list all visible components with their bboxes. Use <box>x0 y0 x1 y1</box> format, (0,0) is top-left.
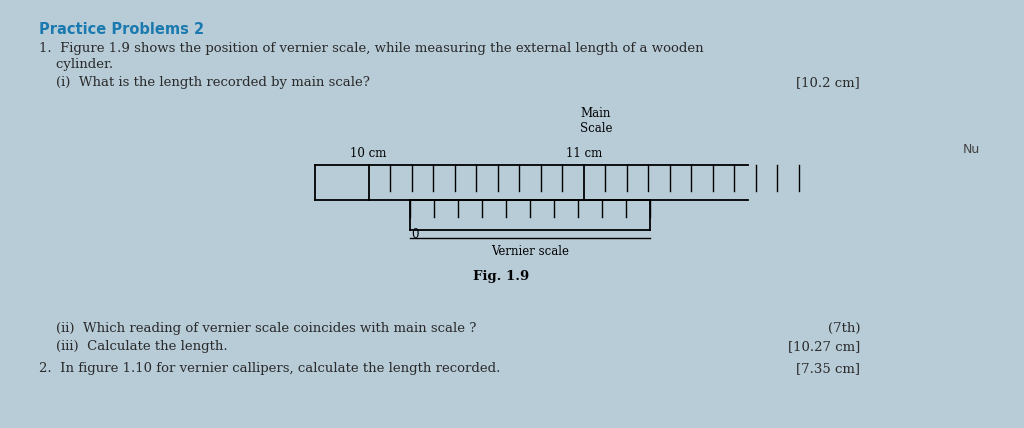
Text: [10.27 cm]: [10.27 cm] <box>787 340 860 353</box>
Text: 0: 0 <box>412 228 419 241</box>
Text: cylinder.: cylinder. <box>39 58 113 71</box>
Text: Nu: Nu <box>963 143 980 156</box>
Text: Vernier scale: Vernier scale <box>490 245 569 258</box>
Text: 1.  Figure 1.9 shows the position of vernier scale, while measuring the external: 1. Figure 1.9 shows the position of vern… <box>39 42 703 55</box>
Text: (iii)  Calculate the length.: (iii) Calculate the length. <box>39 340 227 353</box>
Text: [10.2 cm]: [10.2 cm] <box>797 76 860 89</box>
Text: 11 cm: 11 cm <box>565 147 602 160</box>
Text: Main
Scale: Main Scale <box>580 107 612 135</box>
Text: (ii)  Which reading of vernier scale coincides with main scale ?: (ii) Which reading of vernier scale coin… <box>39 322 476 335</box>
Text: (7th): (7th) <box>827 322 860 335</box>
Text: 2.  In figure 1.10 for vernier callipers, calculate the length recorded.: 2. In figure 1.10 for vernier callipers,… <box>39 362 501 375</box>
Text: Fig. 1.9: Fig. 1.9 <box>473 270 528 283</box>
Text: 10 cm: 10 cm <box>350 147 387 160</box>
Text: (i)  What is the length recorded by main scale?: (i) What is the length recorded by main … <box>39 76 370 89</box>
Text: Practice Problems 2: Practice Problems 2 <box>39 22 204 37</box>
Text: [7.35 cm]: [7.35 cm] <box>797 362 860 375</box>
